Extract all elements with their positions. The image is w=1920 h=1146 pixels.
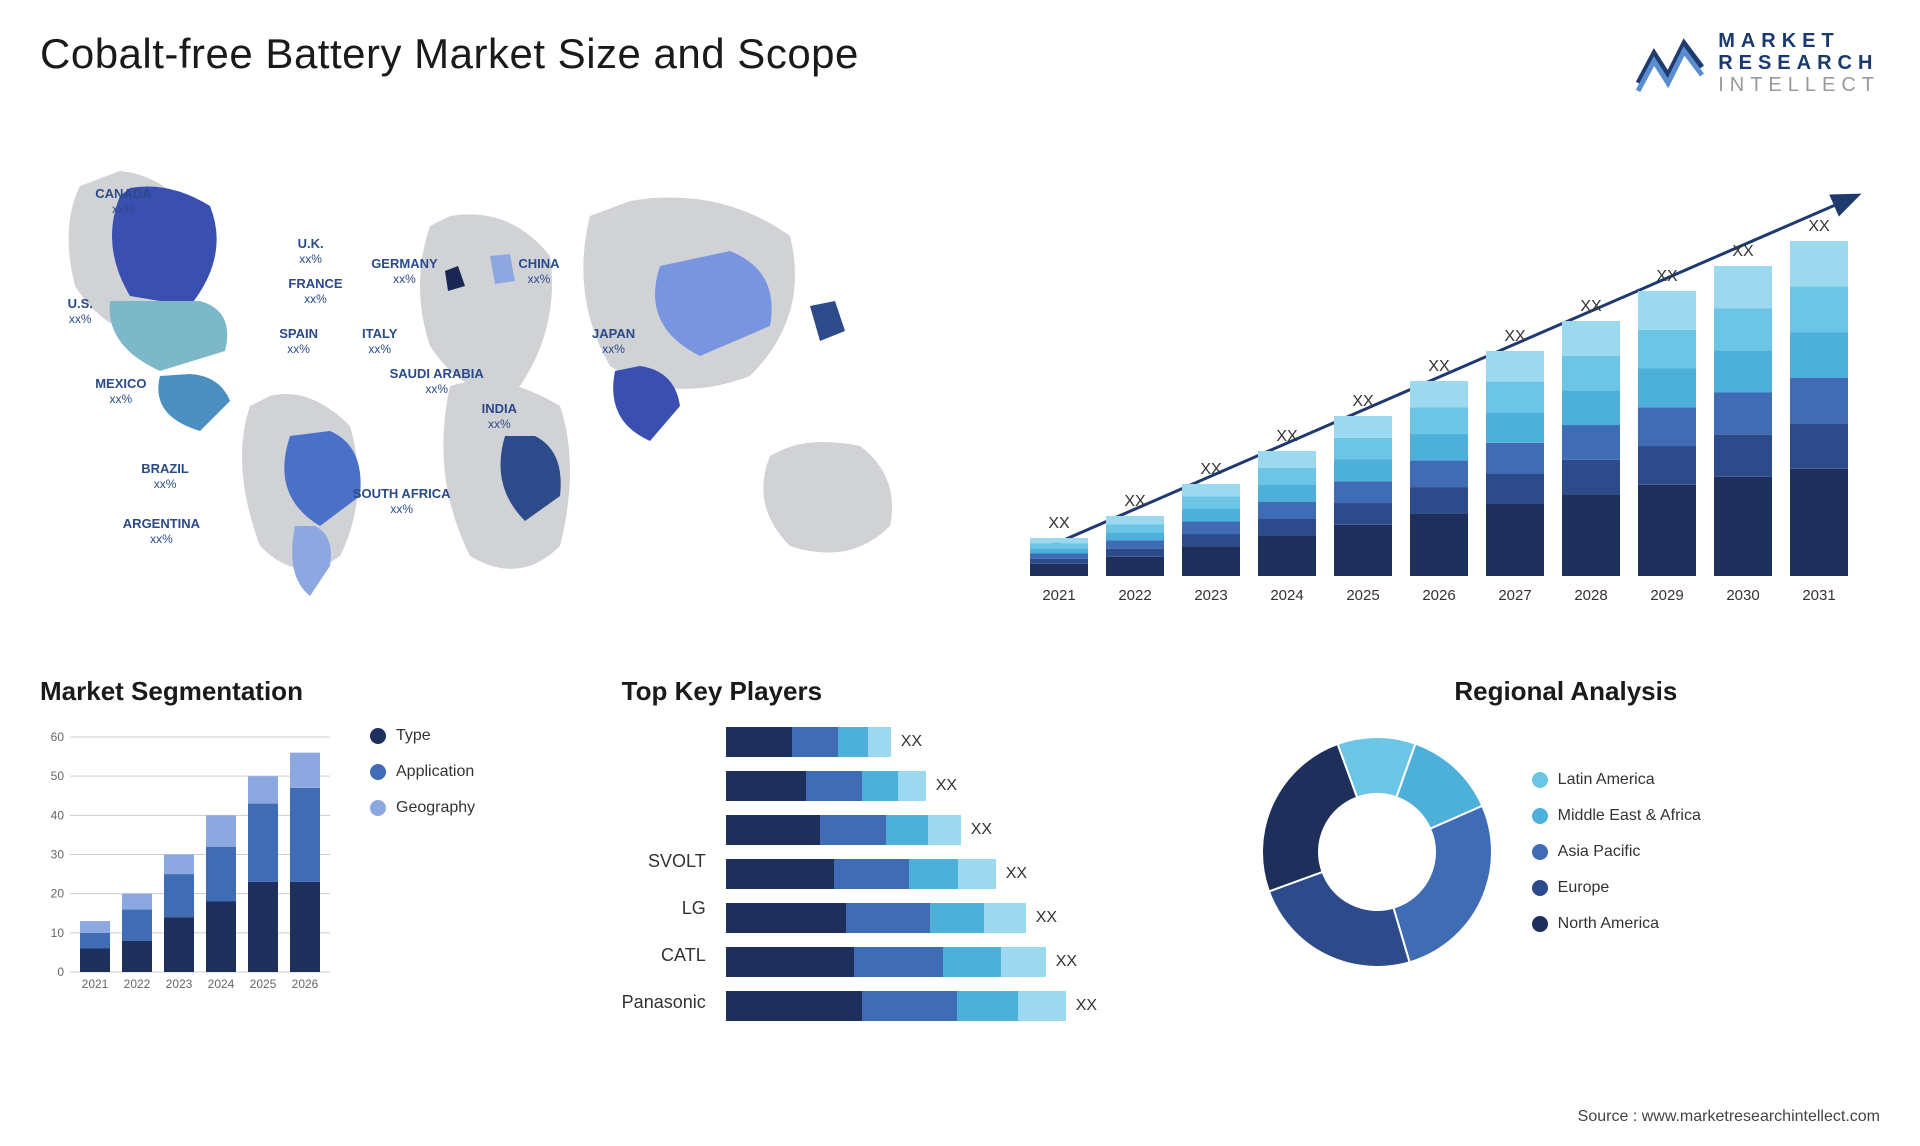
svg-text:XX: XX — [1732, 243, 1754, 260]
svg-text:10: 10 — [51, 926, 65, 940]
map-label-india: INDIAxx% — [482, 401, 517, 431]
segmentation-title: Market Segmentation — [40, 676, 572, 707]
map-label-argentina: ARGENTINAxx% — [123, 516, 200, 546]
svg-text:2027: 2027 — [1498, 587, 1531, 604]
map-label-canada: CANADAxx% — [95, 186, 151, 216]
svg-text:XX: XX — [1428, 358, 1450, 375]
logo-line1: MARKET — [1718, 30, 1880, 52]
region-legend-item: Latin America — [1532, 771, 1701, 789]
svg-text:2024: 2024 — [1270, 587, 1303, 604]
players-label-list: SVOLT LG CATL Panasonic — [622, 851, 706, 1021]
svg-text:2031: 2031 — [1802, 587, 1835, 604]
svg-text:2026: 2026 — [292, 977, 319, 991]
svg-text:XX: XX — [1656, 268, 1678, 285]
map-label-italy: ITALYxx% — [362, 326, 397, 356]
players-bars: XX XX XX XX XX XX XX — [726, 727, 1097, 1021]
regional-title: Regional Analysis — [1252, 676, 1880, 707]
svg-text:50: 50 — [51, 769, 65, 783]
player-bar-row: XX — [726, 903, 1097, 933]
growth-bar-chart: 2021 XX 2022 XX 2023 XX 2024 XX 2025 XX 2026 XX 2027… — [1000, 126, 1880, 626]
player-bar-row: XX — [726, 991, 1097, 1021]
svg-text:2021: 2021 — [1042, 587, 1075, 604]
player-label: LG — [622, 898, 706, 919]
segmentation-chart: 0 10 20 30 40 50 60 2021 2022 2023 2024 2025 2026 — [40, 727, 340, 997]
region-legend-item: Middle East & Africa — [1532, 807, 1701, 825]
player-bar-row: XX — [726, 771, 1097, 801]
player-label: CATL — [622, 945, 706, 966]
map-label-france: FRANCExx% — [288, 276, 342, 306]
svg-text:XX: XX — [1580, 298, 1602, 315]
logo-icon — [1636, 33, 1706, 93]
svg-text:XX: XX — [1808, 218, 1830, 235]
player-label: SVOLT — [622, 851, 706, 872]
player-bar-row: XX — [726, 727, 1097, 757]
regional-donut — [1252, 727, 1502, 977]
svg-text:2028: 2028 — [1574, 587, 1607, 604]
region-legend-item: Europe — [1532, 879, 1701, 897]
world-map-svg — [40, 126, 960, 626]
map-label-south-africa: SOUTH AFRICAxx% — [353, 486, 451, 516]
svg-text:30: 30 — [51, 848, 65, 862]
map-label-brazil: BRAZILxx% — [141, 461, 189, 491]
svg-text:20: 20 — [51, 887, 65, 901]
svg-text:2022: 2022 — [1118, 587, 1151, 604]
player-bar-row: XX — [726, 859, 1097, 889]
source-attribution: Source : www.marketresearchintellect.com — [1578, 1108, 1880, 1126]
svg-text:2025: 2025 — [250, 977, 277, 991]
svg-text:XX: XX — [1048, 515, 1070, 532]
svg-text:40: 40 — [51, 808, 65, 822]
svg-text:XX: XX — [1200, 461, 1222, 478]
svg-text:2026: 2026 — [1422, 587, 1455, 604]
svg-text:2022: 2022 — [124, 977, 151, 991]
svg-text:2023: 2023 — [166, 977, 193, 991]
svg-text:2024: 2024 — [208, 977, 235, 991]
players-title: Top Key Players — [622, 676, 1202, 707]
svg-text:2030: 2030 — [1726, 587, 1759, 604]
region-legend-item: Asia Pacific — [1532, 843, 1701, 861]
regional-legend: Latin America Middle East & Africa Asia Pa… — [1532, 771, 1701, 933]
map-label-spain: SPAINxx% — [279, 326, 318, 356]
player-bar-row: XX — [726, 815, 1097, 845]
map-label-germany: GERMANYxx% — [371, 256, 437, 286]
player-bar-row: XX — [726, 947, 1097, 977]
map-label-u.k.: U.K.xx% — [298, 236, 324, 266]
logo-line2: RESEARCH — [1718, 52, 1880, 74]
map-label-mexico: MEXICOxx% — [95, 376, 146, 406]
map-label-china: CHINAxx% — [518, 256, 559, 286]
logo-line3: INTELLECT — [1718, 74, 1880, 96]
map-label-u.s.: U.S.xx% — [68, 296, 93, 326]
page-title: Cobalt-free Battery Market Size and Scop… — [40, 30, 859, 78]
svg-text:XX: XX — [1124, 493, 1146, 510]
seg-legend-item: Geography — [370, 799, 475, 817]
svg-text:60: 60 — [51, 730, 65, 744]
svg-text:XX: XX — [1504, 328, 1526, 345]
segmentation-legend: Type Application Geography — [370, 727, 475, 817]
logo: MARKET RESEARCH INTELLECT — [1636, 30, 1880, 96]
svg-text:0: 0 — [57, 965, 64, 979]
svg-text:2029: 2029 — [1650, 587, 1683, 604]
player-label: Panasonic — [622, 992, 706, 1013]
map-label-japan: JAPANxx% — [592, 326, 635, 356]
svg-text:XX: XX — [1276, 428, 1298, 445]
svg-text:2023: 2023 — [1194, 587, 1227, 604]
svg-text:2025: 2025 — [1346, 587, 1379, 604]
svg-text:XX: XX — [1352, 393, 1374, 410]
seg-legend-item: Type — [370, 727, 475, 745]
seg-legend-item: Application — [370, 763, 475, 781]
map-label-saudi-arabia: SAUDI ARABIAxx% — [390, 366, 484, 396]
svg-text:2021: 2021 — [82, 977, 109, 991]
region-legend-item: North America — [1532, 915, 1701, 933]
world-map: CANADAxx% U.S.xx% MEXICOxx% BRAZILxx% ARGENT… — [40, 126, 960, 626]
